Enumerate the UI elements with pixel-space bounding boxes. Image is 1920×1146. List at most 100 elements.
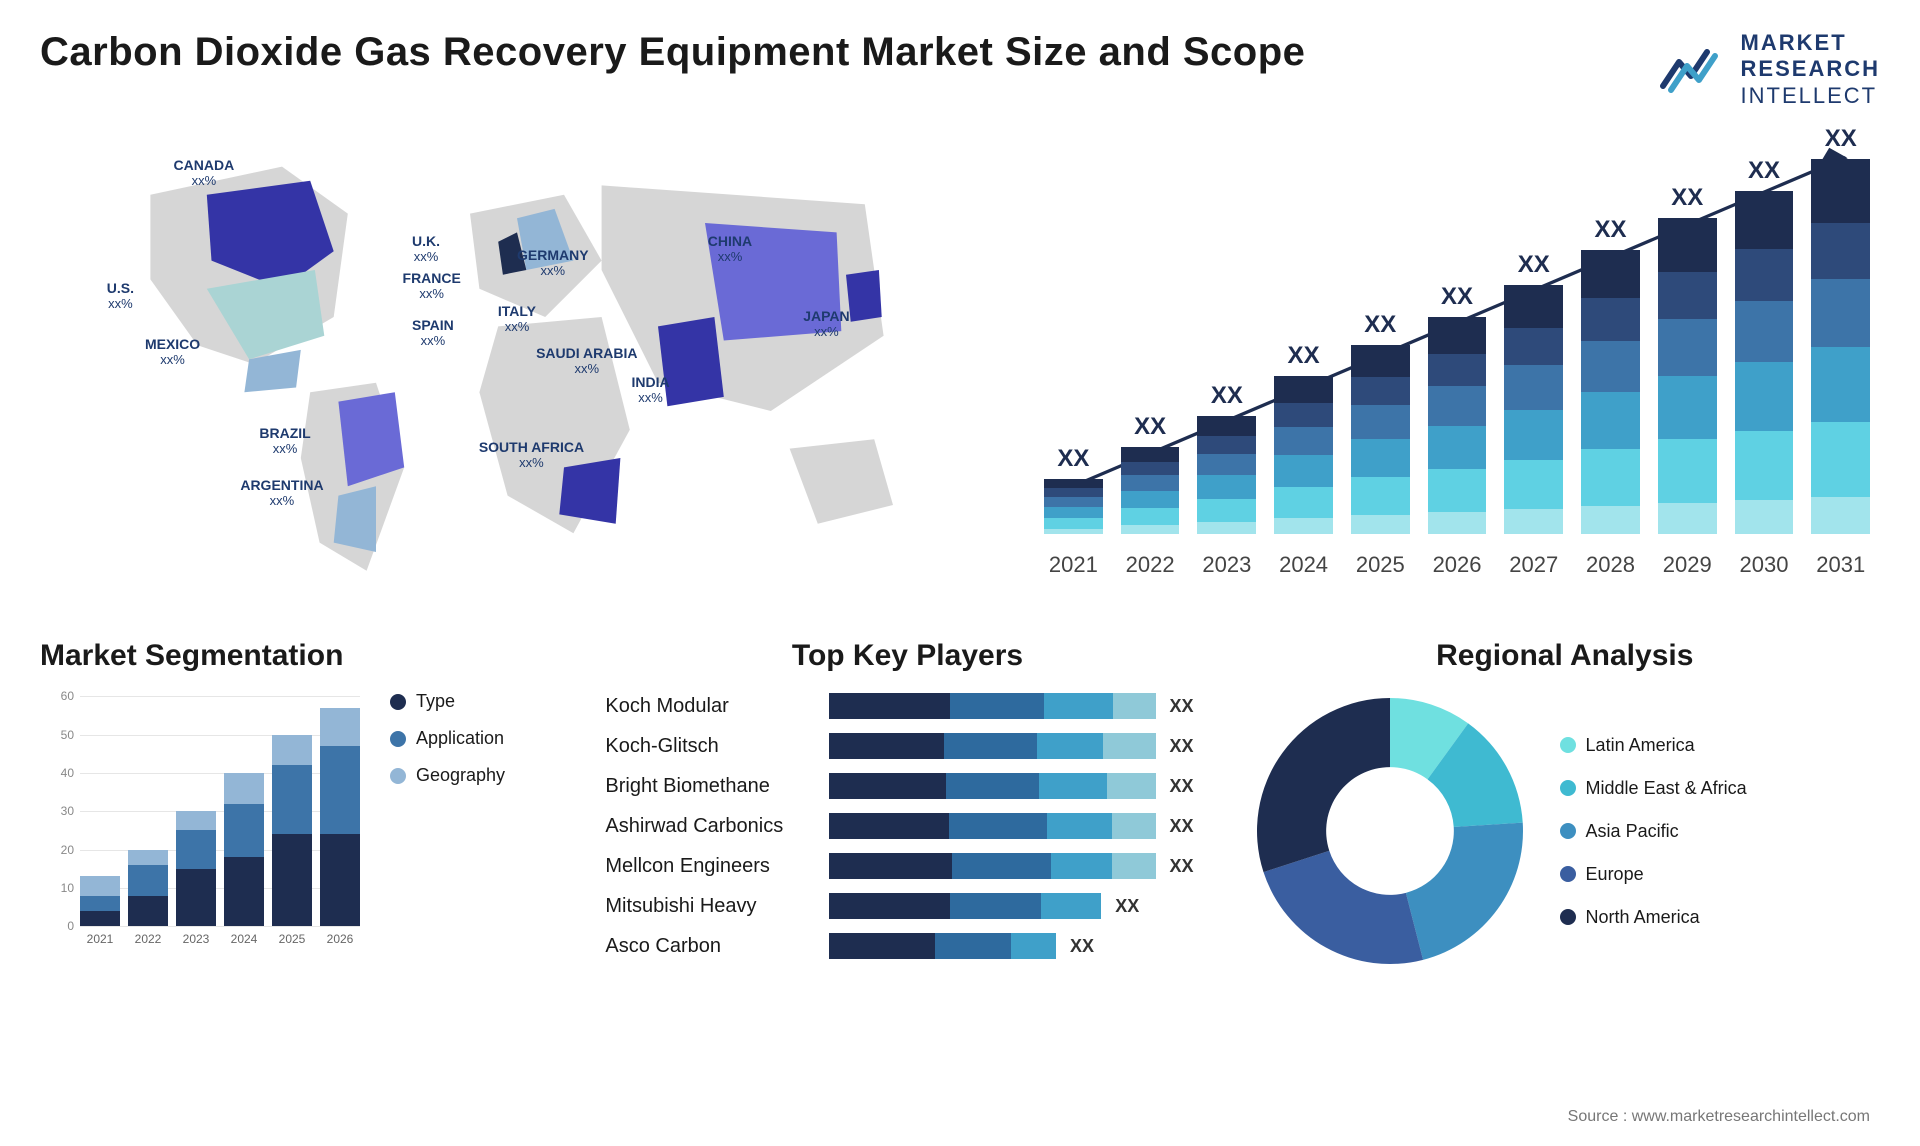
player-bar-segment — [949, 813, 1047, 839]
regional-legend-item: Asia Pacific — [1560, 821, 1747, 842]
main-bar-segment — [1504, 460, 1563, 510]
player-bar-segment — [950, 693, 1044, 719]
main-bar-2030: XX — [1735, 139, 1794, 534]
seg-bar-2024 — [224, 696, 264, 926]
main-bar-value-label: XX — [1825, 125, 1857, 153]
main-bar-segment — [1121, 508, 1180, 525]
player-bar-segment — [1039, 773, 1107, 799]
players-title: Top Key Players — [605, 639, 1209, 673]
regional-legend: Latin America Middle East & Africa Asia Pa… — [1560, 735, 1747, 928]
player-bar-segment — [946, 773, 1038, 799]
seg-bar-segment — [320, 708, 360, 746]
player-name: Koch-Glitsch — [605, 735, 815, 758]
legend-swatch — [390, 731, 406, 747]
player-bar-segment — [1041, 893, 1101, 919]
main-bar-segment — [1735, 362, 1794, 431]
player-bar-segment — [829, 693, 949, 719]
player-bar-segment — [1047, 813, 1112, 839]
player-bar-segment — [829, 733, 944, 759]
main-bar-segment — [1121, 447, 1180, 462]
main-bar-x-label: 2027 — [1504, 552, 1563, 599]
main-bar-2023: XX — [1197, 139, 1256, 534]
seg-bar-segment — [320, 746, 360, 834]
seg-ytick: 40 — [40, 766, 74, 780]
seg-ytick: 20 — [40, 843, 74, 857]
main-bar-value-label: XX — [1364, 311, 1396, 339]
player-bar-segment — [1103, 733, 1156, 759]
logo-line-2: RESEARCH — [1741, 56, 1880, 82]
seg-legend-item: Application — [390, 728, 505, 749]
main-bar-x-label: 2028 — [1581, 552, 1640, 599]
source-caption: Source : www.marketresearchintellect.com — [1568, 1108, 1870, 1126]
legend-swatch — [1560, 823, 1576, 839]
main-bar-segment — [1044, 497, 1103, 507]
main-bar-segment — [1197, 454, 1256, 475]
map-label-japan: JAPANxx% — [803, 308, 849, 339]
main-bar-segment — [1428, 469, 1487, 512]
seg-bar-segment — [128, 896, 168, 927]
main-bar-x-label: 2031 — [1811, 552, 1870, 599]
player-value-label: XX — [1170, 856, 1210, 877]
regional-legend-item: North America — [1560, 907, 1747, 928]
logo-line-3: INTELLECT — [1741, 83, 1880, 109]
player-bar — [829, 813, 1155, 839]
legend-label: Geography — [416, 765, 505, 786]
player-value-label: XX — [1170, 816, 1210, 837]
player-bar-segment — [1112, 813, 1155, 839]
seg-bar-segment — [272, 834, 312, 926]
main-bar-x-label: 2022 — [1121, 552, 1180, 599]
legend-swatch — [1560, 780, 1576, 796]
player-bar-segment — [829, 893, 950, 919]
map-label-france: FRANCExx% — [403, 270, 461, 301]
legend-label: Application — [416, 728, 504, 749]
main-bar-segment — [1351, 477, 1410, 515]
player-row: Koch ModularXX — [605, 691, 1209, 721]
player-bar-segment — [1107, 773, 1156, 799]
main-bar-segment — [1811, 497, 1870, 535]
regional-legend-item: Middle East & Africa — [1560, 778, 1747, 799]
seg-bar-2025 — [272, 696, 312, 926]
map-label-south-africa: SOUTH AFRICAxx% — [479, 439, 584, 470]
legend-label: Middle East & Africa — [1586, 778, 1747, 799]
main-bar-segment — [1274, 455, 1333, 487]
regional-legend-item: Latin America — [1560, 735, 1747, 756]
main-bar-x-label: 2024 — [1274, 552, 1333, 599]
seg-bar-segment — [128, 865, 168, 896]
map-label-u-s-: U.S.xx% — [107, 280, 134, 311]
main-bar-segment — [1044, 479, 1103, 488]
main-bar-segment — [1121, 462, 1180, 475]
player-value-label: XX — [1115, 896, 1155, 917]
player-bar-segment — [944, 733, 1037, 759]
seg-ytick: 60 — [40, 689, 74, 703]
main-bar-segment — [1274, 427, 1333, 455]
seg-legend-item: Geography — [390, 765, 505, 786]
main-bar-value-label: XX — [1748, 157, 1780, 185]
main-bar-segment — [1735, 191, 1794, 249]
player-bar — [829, 773, 1155, 799]
seg-bar-segment — [80, 896, 120, 911]
map-label-china: CHINAxx% — [708, 233, 752, 264]
seg-ytick: 30 — [40, 804, 74, 818]
main-bar-segment — [1581, 341, 1640, 392]
player-bar-segment — [935, 933, 1011, 959]
seg-bar-segment — [176, 811, 216, 830]
player-bar-segment — [829, 773, 946, 799]
donut-slice-europe — [1263, 851, 1423, 964]
map-label-u-k-: U.K.xx% — [412, 233, 440, 264]
main-bar-segment — [1428, 354, 1487, 387]
regional-legend-item: Europe — [1560, 864, 1747, 885]
main-bar-segment — [1274, 487, 1333, 519]
map-label-india: INDIAxx% — [631, 374, 669, 405]
player-bar-segment — [1011, 933, 1056, 959]
segmentation-panel: Market Segmentation 0102030405060 202120… — [40, 639, 565, 959]
player-bar-segment — [952, 853, 1050, 879]
main-bar-2024: XX — [1274, 139, 1333, 534]
seg-ytick: 10 — [40, 881, 74, 895]
map-label-spain: SPAINxx% — [412, 317, 454, 348]
player-value-label: XX — [1170, 776, 1210, 797]
seg-bar-2021 — [80, 696, 120, 926]
main-bar-x-label: 2023 — [1197, 552, 1256, 599]
legend-swatch — [1560, 866, 1576, 882]
segmentation-title: Market Segmentation — [40, 639, 565, 673]
main-bar-value-label: XX — [1288, 342, 1320, 370]
